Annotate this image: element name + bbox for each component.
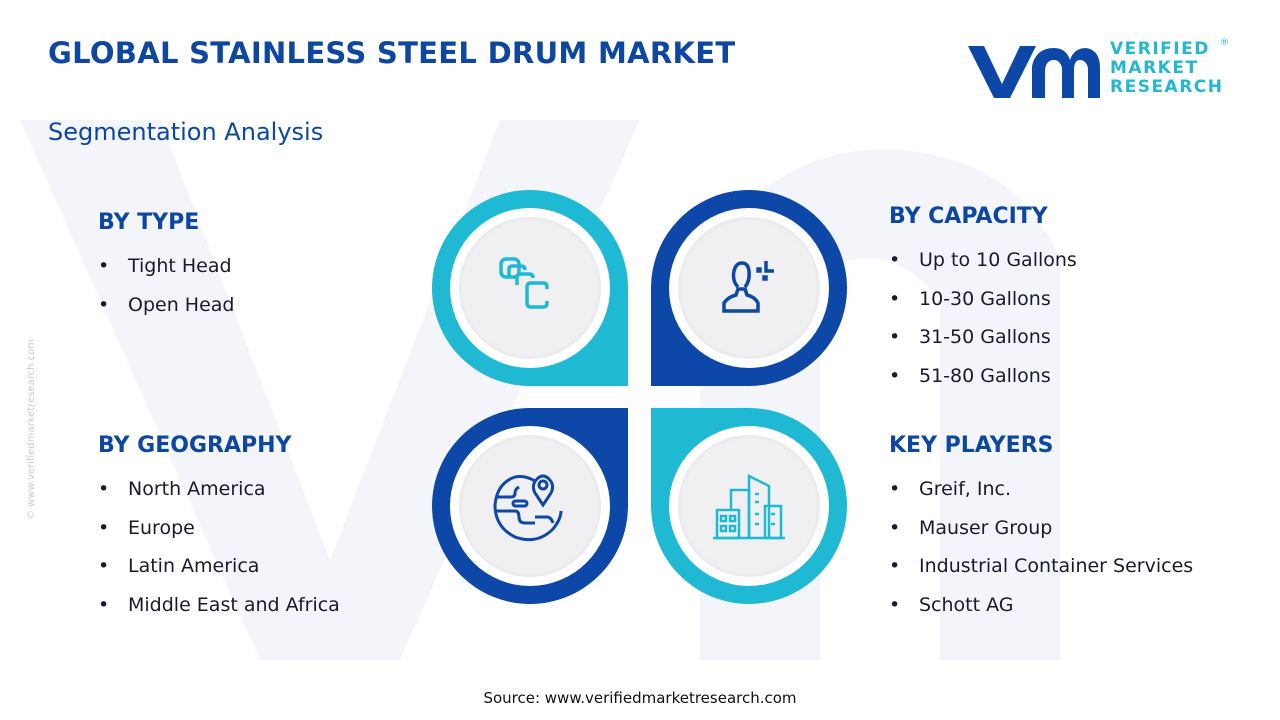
page-subtitle: Segmentation Analysis xyxy=(48,118,324,146)
logo-line-1: VERIFIED xyxy=(1110,39,1210,59)
side-watermark: © www.verifiedmarketresearch.com xyxy=(26,338,37,520)
list-item: Mauser Group xyxy=(889,509,1193,548)
list-item: Latin America xyxy=(98,547,340,586)
vmr-logo-mark xyxy=(968,46,1100,98)
segment-by-type: BY TYPE Tight Head Open Head xyxy=(98,210,234,324)
list-item: Open Head xyxy=(98,286,234,325)
list-item: 10-30 Gallons xyxy=(889,280,1077,319)
type-petal xyxy=(432,190,628,386)
list-item: Greif, Inc. xyxy=(889,470,1193,509)
buildings-icon xyxy=(713,473,785,540)
list-item: 51-80 Gallons xyxy=(889,357,1077,396)
logo-text: VERIFIED MARKET RESEARCH xyxy=(1110,40,1224,97)
segment-heading: KEY PLAYERS xyxy=(889,433,1054,458)
segment-heading: BY CAPACITY xyxy=(889,204,1048,229)
stacked-drums-icon xyxy=(499,257,549,309)
geography-petal xyxy=(432,408,628,604)
segment-heading: BY GEOGRAPHY xyxy=(98,433,292,458)
segment-by-geography: BY GEOGRAPHY North America Europe Latin … xyxy=(98,433,340,624)
segment-heading: BY TYPE xyxy=(98,210,200,235)
capacity-petal xyxy=(651,190,847,386)
logo-line-2: MARKET xyxy=(1110,58,1199,78)
list-item: Europe xyxy=(98,509,340,548)
logo-line-3: RESEARCH xyxy=(1110,77,1224,97)
source-footer: Source: www.verifiedmarketresearch.com xyxy=(483,689,797,707)
list-item: Up to 10 Gallons xyxy=(889,241,1077,280)
list-item: North America xyxy=(98,470,340,509)
registered-mark: ® xyxy=(1220,38,1229,48)
vmr-logo: VERIFIED MARKET RESEARCH ® xyxy=(966,38,1236,102)
list-item: Schott AG xyxy=(889,586,1193,625)
list-item: 31-50 Gallons xyxy=(889,318,1077,357)
user-capacity-icon xyxy=(722,261,774,313)
globe-location-icon xyxy=(493,474,563,542)
list-item: Tight Head xyxy=(98,247,234,286)
segment-by-capacity: BY CAPACITY Up to 10 Gallons 10-30 Gallo… xyxy=(889,204,1077,395)
segment-key-players: KEY PLAYERS Greif, Inc. Mauser Group Ind… xyxy=(889,433,1193,624)
list-item: Middle East and Africa xyxy=(98,586,340,625)
players-petal xyxy=(651,408,847,604)
list-item: Industrial Container Services xyxy=(889,547,1193,586)
page-title: GLOBAL STAINLESS STEEL DRUM MARKET xyxy=(48,36,736,70)
